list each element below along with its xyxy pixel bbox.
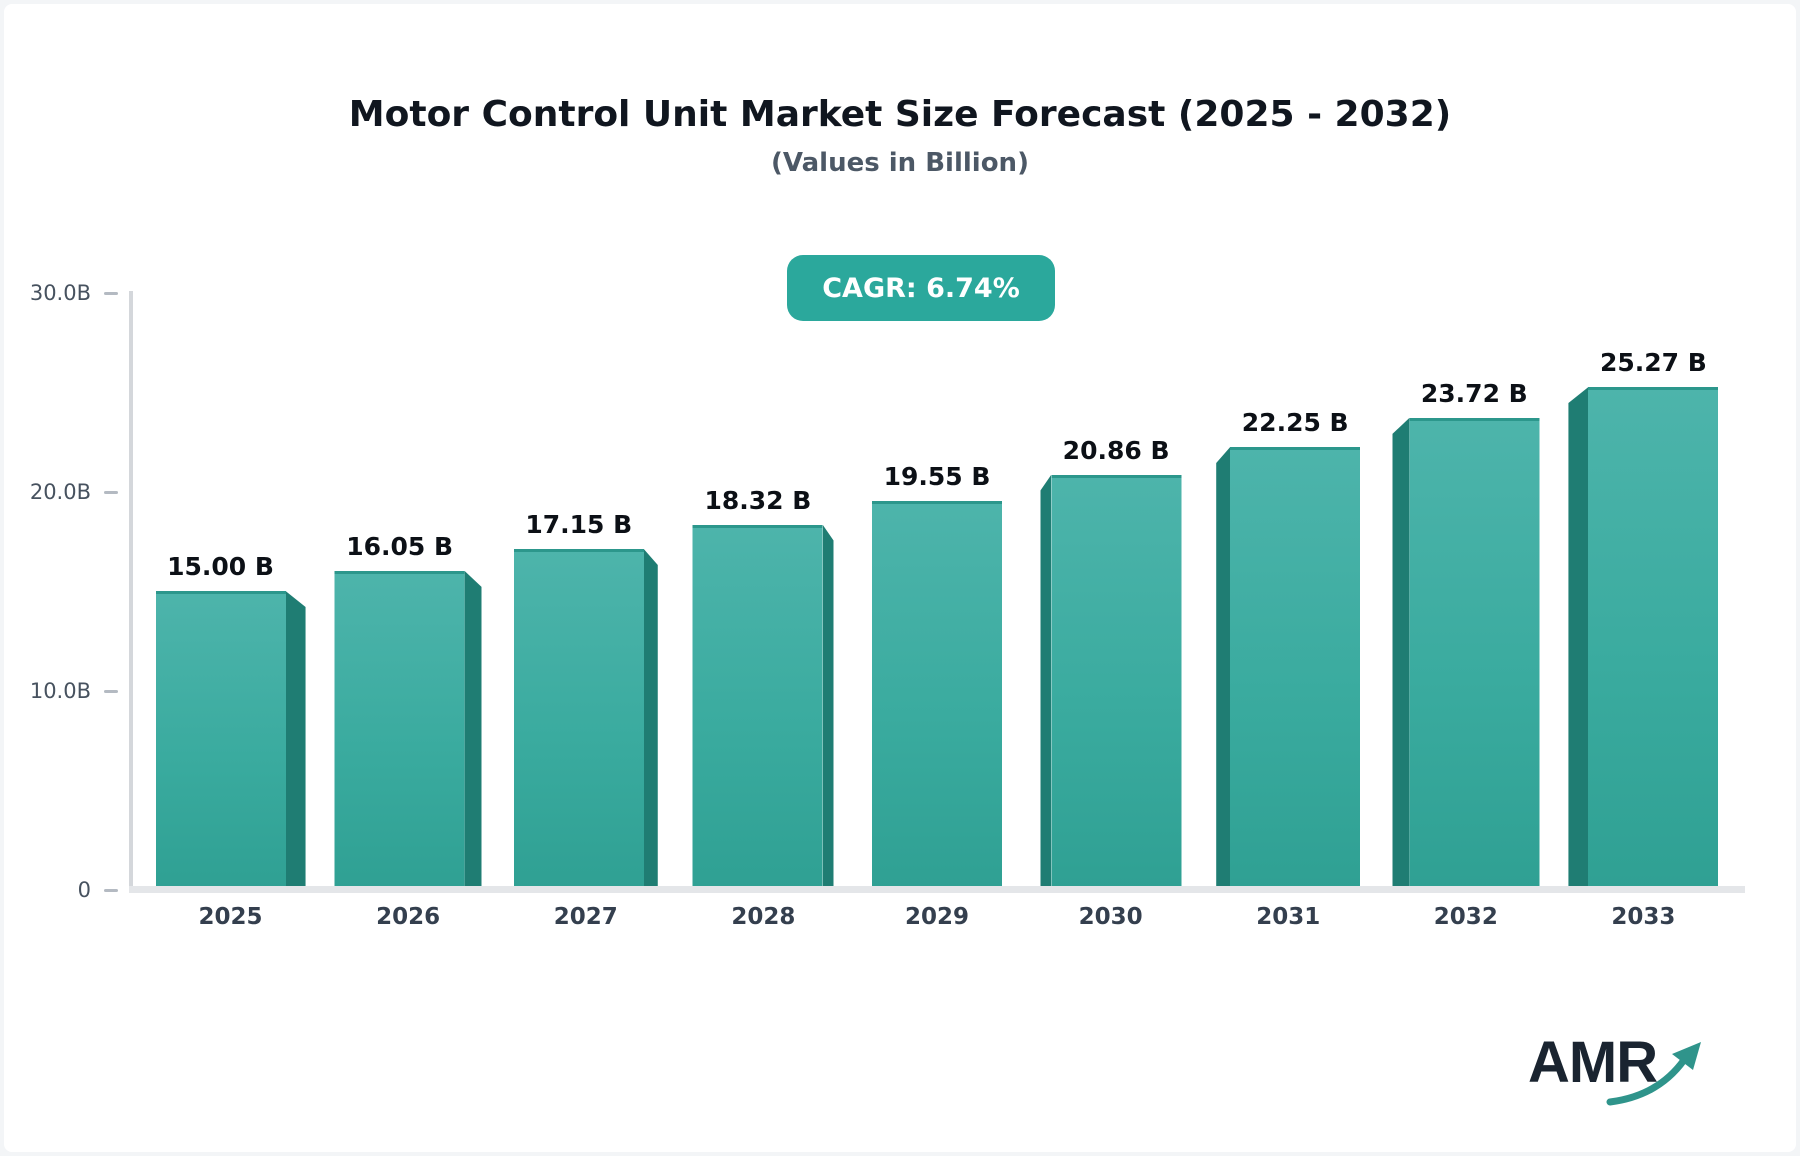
bar-face: 25.27 B xyxy=(1588,348,1719,890)
y-axis-tick-mark xyxy=(104,490,118,494)
bar-face: 15.00 B xyxy=(155,552,286,890)
x-axis-label: 2028 xyxy=(731,904,796,930)
bar: 22.25 B xyxy=(1216,408,1361,890)
bar-value-label: 23.72 B xyxy=(1420,379,1528,408)
bars-area: 15.00 B 2025 16.05 B 2026 17.15 B 2027 18.32 B… xyxy=(131,293,1743,930)
y-axis-tick-mark xyxy=(104,689,118,693)
bar-side-face xyxy=(1568,387,1589,890)
bar: 19.55 B xyxy=(871,462,1002,890)
bar-face: 16.05 B xyxy=(334,532,465,890)
chart-title: Motor Control Unit Market Size Forecast … xyxy=(348,94,1452,135)
bar-slot: 15.00 B 2025 xyxy=(131,293,310,930)
y-axis-tick: 0 xyxy=(0,875,118,905)
bar-face: 18.32 B xyxy=(692,486,823,890)
bar-face: 19.55 B xyxy=(871,462,1002,890)
bar-slot: 19.55 B 2029 xyxy=(847,293,1026,930)
bar-value-label: 20.86 B xyxy=(1062,436,1170,465)
x-axis-label: 2031 xyxy=(1256,904,1321,930)
bar: 16.05 B xyxy=(334,532,482,890)
bar-value-label: 16.05 B xyxy=(346,532,454,561)
x-axis-label: 2026 xyxy=(376,904,441,930)
y-axis-tick-mark xyxy=(104,291,118,295)
bar: 23.72 B xyxy=(1392,379,1540,890)
bar: 18.32 B xyxy=(692,486,834,890)
bar-value-label: 15.00 B xyxy=(167,552,274,581)
bar-slot: 16.05 B 2026 xyxy=(310,293,489,930)
x-axis-label: 2032 xyxy=(1433,904,1498,930)
bar-side-face xyxy=(643,549,658,890)
x-axis-label: 2027 xyxy=(553,904,618,930)
bar-value-label: 19.55 B xyxy=(883,462,991,491)
bar-face: 17.15 B xyxy=(513,510,644,890)
bar-value-label: 18.32 B xyxy=(704,486,812,515)
bar-chart-plot: 30.0B 20.0B 10.0B 0 15.00 B 2025 16.05 B 2026 1… xyxy=(30,281,1745,930)
x-axis-label: 2033 xyxy=(1611,904,1676,930)
y-axis-tick-label: 20.0B xyxy=(29,480,91,504)
bar-face: 20.86 B xyxy=(1051,436,1182,890)
bar: 15.00 B xyxy=(155,552,306,890)
bar-side-face xyxy=(285,591,306,890)
bar-face: 23.72 B xyxy=(1409,379,1540,890)
bar-slot: 17.15 B 2027 xyxy=(489,293,668,930)
growth-arrow-icon xyxy=(1606,1042,1701,1106)
cagr-badge: CAGR: 6.74% xyxy=(787,255,1055,321)
bar-slot: 22.25 B 2031 xyxy=(1206,293,1385,930)
y-axis-tick-label: 10.0B xyxy=(29,679,91,703)
bar-slot: 18.32 B 2028 xyxy=(668,293,847,930)
amr-logo: AMR xyxy=(1528,1032,1738,1116)
x-axis-label: 2030 xyxy=(1078,904,1143,930)
bar-side-face xyxy=(1392,418,1410,890)
bar-value-label: 25.27 B xyxy=(1600,348,1707,377)
bar: 25.27 B xyxy=(1568,348,1719,890)
bar-side-face xyxy=(464,571,482,890)
x-axis-label: 2025 xyxy=(198,904,263,930)
bar-side-face xyxy=(1040,475,1052,890)
chart-subtitle: (Values in Billion) xyxy=(771,148,1029,178)
bar-slot: 23.72 B 2032 xyxy=(1385,293,1564,930)
bar-side-face xyxy=(1216,447,1231,890)
bar: 17.15 B xyxy=(513,510,658,890)
bar-slot: 20.86 B 2030 xyxy=(1027,293,1206,930)
y-axis-tick-label: 30.0B xyxy=(29,281,91,305)
y-axis-tick: 20.0B xyxy=(0,477,118,507)
y-axis-tick: 30.0B xyxy=(0,278,118,308)
bar-value-label: 17.15 B xyxy=(525,510,633,539)
bar-slot: 25.27 B 2033 xyxy=(1564,293,1743,930)
bar-value-label: 22.25 B xyxy=(1241,408,1349,437)
bar-face: 22.25 B xyxy=(1230,408,1361,890)
x-axis-baseline xyxy=(129,886,1745,893)
y-axis-tick-mark xyxy=(104,888,118,892)
bar-side-face xyxy=(822,525,834,890)
amr-logo-text: AMR xyxy=(1528,1030,1658,1095)
bar: 20.86 B xyxy=(1040,436,1182,890)
x-axis-label: 2029 xyxy=(904,904,969,930)
y-axis-line xyxy=(129,291,133,892)
y-axis-tick: 10.0B xyxy=(0,676,118,706)
y-axis-tick-label: 0 xyxy=(77,878,91,902)
